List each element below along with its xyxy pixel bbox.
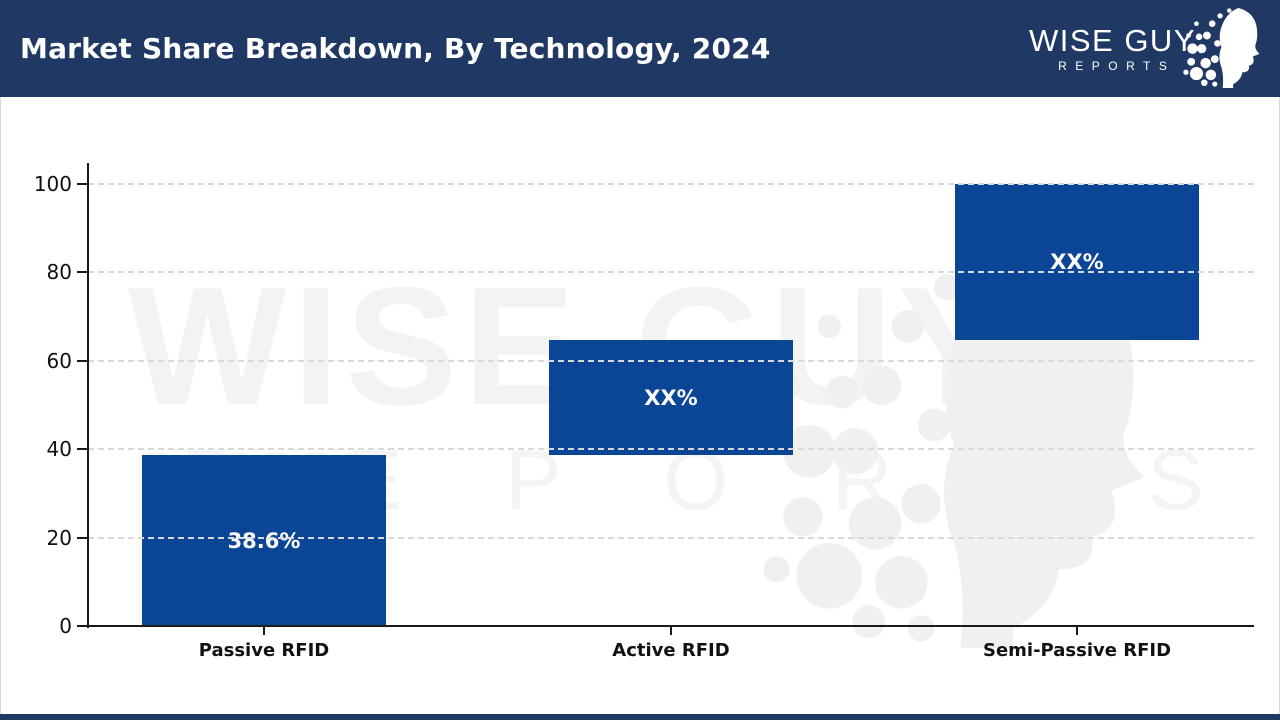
logo-text: WISE GUY REPORTS [1029,25,1196,73]
gridline-y-20 [88,536,1254,539]
x-tick-3 [1076,626,1078,635]
y-axis-line [87,163,89,628]
y-tick-label-0: 0 [59,614,72,638]
gridline-y-80 [88,271,1254,274]
x-tick-2 [670,626,672,635]
header-bar: Market Share Breakdown, By Technology, 2… [0,0,1280,97]
watermark-head-dots-graphic [763,247,1145,648]
bar-value-label: XX% [644,385,698,410]
y-tick-40 [77,448,88,451]
y-tick-20 [77,536,88,539]
footer-bar [0,714,1280,720]
y-tick-label-100: 100 [33,172,72,196]
logo-subtitle: REPORTS [1058,59,1176,73]
y-tick-label-40: 40 [46,437,72,462]
logo-head-dots-icon [1183,7,1260,88]
bar-active-rfid: XX% [549,340,793,456]
bar-semi-passive-rfid: XX% [955,184,1199,341]
x-category-label-semi-passive-rfid: Semi-Passive RFID [982,640,1172,661]
bar-passive-rfid: 38.6% [142,455,386,626]
bar-value-label: XX% [1050,250,1104,274]
y-tick-0 [77,625,88,627]
y-tick-label-60: 60 [46,348,72,373]
bar-value-label: 38.6% [227,528,301,553]
x-category-label-active-rfid: Active RFID [612,640,730,661]
wise-guy-reports-logo: WISE GUY REPORTS [1029,6,1266,92]
y-tick-label-80: 80 [46,260,72,285]
x-tick-1 [263,626,265,635]
y-tick-60 [77,359,88,362]
gridline-y-40 [88,448,1254,451]
logo-wordmark: WISE GUY [1028,23,1196,58]
chart-title: Market Share Breakdown, By Technology, 2… [20,32,771,65]
gridline-y-100 [88,183,1254,185]
x-category-label-passive-rfid: Passive RFID [198,640,330,661]
y-tick-100 [77,183,88,185]
gridline-y-60 [88,359,1254,362]
y-tick-label-20: 20 [46,525,72,550]
y-tick-80 [77,271,88,274]
